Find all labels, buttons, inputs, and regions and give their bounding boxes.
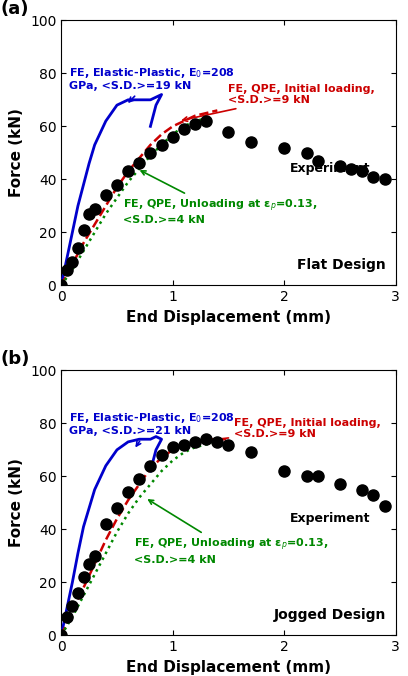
- Text: FE, Elastic-Plastic, E$_0$=208
GPa, <S.D.>=19 kN: FE, Elastic-Plastic, E$_0$=208 GPa, <S.D…: [69, 66, 235, 102]
- Text: (b): (b): [1, 349, 30, 368]
- Y-axis label: Force (kN): Force (kN): [9, 108, 24, 197]
- Text: FE, QPE, Unloading at ε$_p$=0.13,
<S.D.>=4 kN: FE, QPE, Unloading at ε$_p$=0.13, <S.D.>…: [122, 171, 317, 225]
- Text: FE, Elastic-Plastic, E$_0$=208
GPa, <S.D.>=21 kN: FE, Elastic-Plastic, E$_0$=208 GPa, <S.D…: [69, 410, 235, 446]
- Y-axis label: Force (kN): Force (kN): [9, 458, 24, 548]
- Text: Jogged Design: Jogged Design: [273, 608, 386, 622]
- X-axis label: End Displacement (mm): End Displacement (mm): [126, 660, 331, 675]
- X-axis label: End Displacement (mm): End Displacement (mm): [126, 310, 331, 325]
- Text: Experiment: Experiment: [290, 512, 370, 525]
- Text: FE, QPE, Unloading at ε$_p$=0.13,
<S.D.>=4 kN: FE, QPE, Unloading at ε$_p$=0.13, <S.D.>…: [134, 500, 328, 564]
- Text: FE, QPE, Initial loading,
<S.D.>=9 kN: FE, QPE, Initial loading, <S.D.>=9 kN: [200, 418, 381, 443]
- Text: FE, QPE, Initial loading,
<S.D.>=9 kN: FE, QPE, Initial loading, <S.D.>=9 kN: [183, 84, 375, 121]
- Text: (a): (a): [1, 0, 29, 18]
- Text: Flat Design: Flat Design: [297, 258, 386, 272]
- Text: Experiment: Experiment: [290, 162, 370, 175]
